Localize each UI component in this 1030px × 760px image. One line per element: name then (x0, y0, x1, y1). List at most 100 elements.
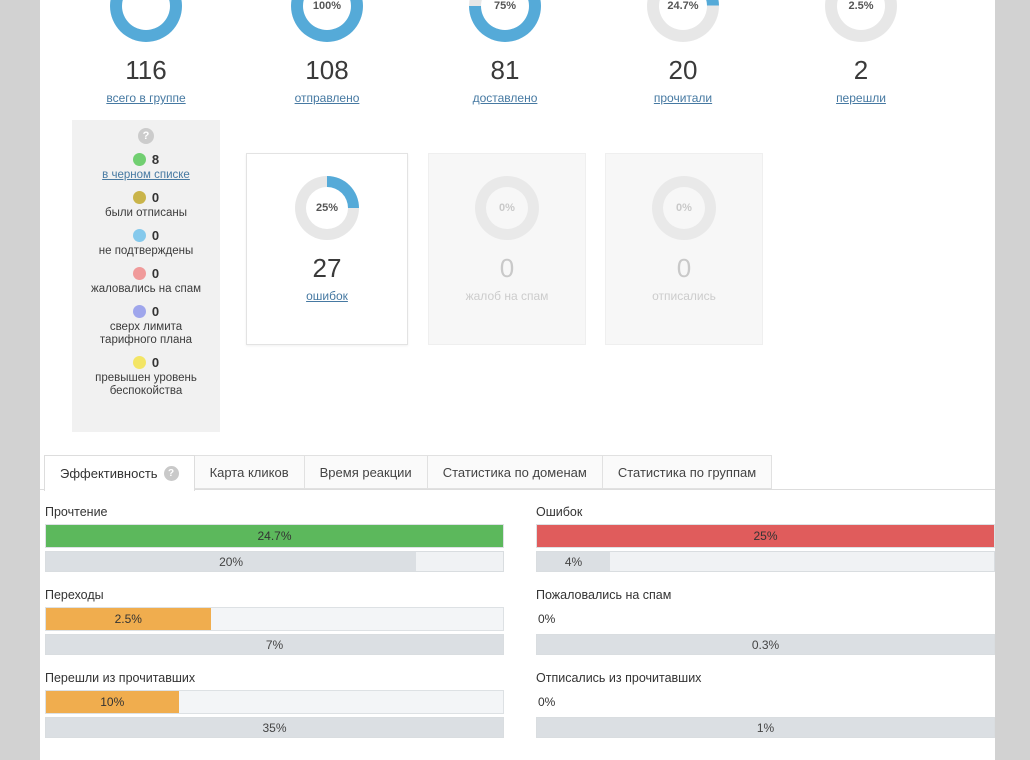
donut-hole: 0% (663, 187, 705, 229)
status-dot (132, 267, 146, 280)
average-bar-label: 1% (756, 720, 775, 735)
tab-click-map[interactable]: Карта кликов (193, 455, 305, 489)
stat-link-delivered[interactable]: доставлено (472, 91, 538, 105)
donut-hole: 24.7% (659, 0, 707, 30)
help-icon[interactable]: ? (138, 128, 154, 144)
stat-value-read: 20 (668, 55, 698, 85)
stat-label-spam: жалоб на спам (465, 289, 549, 303)
group-summary-panel: ? 8 в черном списке 0 были отписаны 0 не… (72, 120, 220, 432)
donut-hole (122, 0, 170, 30)
average-bar-label: 4% (564, 554, 583, 569)
tab-bar: Эффективность ? Карта кликов Время реакц… (40, 455, 995, 491)
stat-value-total: 116 (125, 55, 167, 85)
value-bar-label: 25% (753, 529, 778, 543)
list-item-blacklist: 8 в черном списке (72, 152, 220, 182)
stat-value-sent: 108 (305, 55, 349, 85)
value-bar: 10% (45, 690, 504, 714)
value-bar-label: 24.7% (257, 529, 292, 543)
value-bar-label: 10% (100, 695, 125, 709)
blacklist-link[interactable]: в черном списке (102, 169, 190, 181)
value-bar: 0% (536, 607, 995, 631)
metric-spam-rate: Пожаловались на спам 0% 0.3% (536, 588, 995, 655)
metric-title: Перешли из прочитавших (45, 671, 196, 685)
list-item-anxiety: 0 превышен уровень беспокойства (72, 355, 220, 398)
value-bar: 2.5% (45, 607, 504, 631)
metric-click-from-read: Перешли из прочитавших 10% 35% (45, 671, 504, 738)
tab-effectiveness[interactable]: Эффективность ? (44, 455, 195, 491)
value-bar: 25% (536, 524, 995, 548)
list-item-over-limit: 0 сверх лимита тарифного плана (72, 304, 220, 347)
value-bar-fill: 25% (537, 525, 994, 547)
average-bar: 0.3% (536, 634, 995, 655)
metrics-left-column: Прочтение 24.7% 20% Переходы 2.5% 7% (45, 505, 504, 754)
tab-domain-stats[interactable]: Статистика по доменам (426, 455, 603, 489)
stat-value-delivered: 81 (490, 55, 520, 85)
metric-unsubscribe-from-read: Отписались из прочитавших 0% 1% (536, 671, 995, 738)
donut-percent: 24.7% (667, 0, 699, 12)
status-count: 8 (151, 152, 160, 167)
average-bar-fill: 7% (46, 635, 503, 654)
stat-card-read: 24.7% 20 прочитали (609, 0, 757, 130)
status-count: 0 (151, 190, 160, 205)
average-bar-fill: 4% (537, 552, 611, 571)
tab-label: Статистика по доменам (442, 464, 587, 480)
list-item-spam-complaint: 0 жаловались на спам (72, 266, 220, 296)
donut-read: 24.7% (647, 0, 719, 42)
status-label: сверх лимита тарифного плана (99, 321, 193, 346)
help-icon[interactable]: ? (163, 466, 179, 481)
status-dot (132, 153, 146, 166)
donut-delivered: 75% (469, 0, 541, 42)
tab-label: Статистика по группам (617, 464, 757, 480)
donut-sent: 100% (291, 0, 363, 42)
stat-value-unsubscribed: 0 (676, 253, 692, 283)
metric-click-rate: Переходы 2.5% 7% (45, 588, 504, 655)
value-bar-fill: 10% (46, 691, 179, 713)
donut-hole: 25% (306, 187, 348, 229)
stat-link-read[interactable]: прочитали (653, 91, 713, 105)
average-bar-fill: 0.3% (537, 635, 994, 654)
stat-link-total[interactable]: всего в группе (106, 91, 186, 105)
stat-card-clicked: 2.5% 2 перешли (787, 0, 935, 130)
status-dot (132, 305, 146, 318)
value-bar-fill: 2.5% (46, 608, 211, 630)
value-bar: 24.7% (45, 524, 504, 548)
metric-title: Ошибок (536, 505, 583, 519)
metric-title: Переходы (45, 588, 104, 602)
donut-total (110, 0, 182, 42)
value-bar: 0% (536, 690, 995, 714)
tab-label: Карта кликов (209, 464, 289, 480)
average-bar-fill: 20% (46, 552, 417, 571)
donut-percent: 2.5% (848, 0, 874, 12)
stat-link-sent[interactable]: отправлено (294, 91, 360, 105)
average-bar-label: 35% (262, 720, 287, 735)
effectiveness-panel: Прочтение 24.7% 20% Переходы 2.5% 7% (45, 505, 995, 754)
value-bar-label: 0% (538, 612, 556, 626)
stat-link-errors[interactable]: ошибок (306, 289, 348, 303)
tab-group-stats[interactable]: Статистика по группам (601, 455, 773, 489)
tab-reaction-time[interactable]: Время реакции (303, 455, 428, 489)
metric-read-rate: Прочтение 24.7% 20% (45, 505, 504, 572)
donut-percent: 0% (499, 202, 515, 214)
status-label: превышен уровень беспокойства (95, 372, 197, 397)
average-bar-label: 7% (265, 637, 284, 652)
donut-errors: 25% (295, 176, 359, 240)
metric-title: Пожаловались на спам (536, 588, 672, 602)
donut-spam: 0% (475, 176, 539, 240)
average-bar-label: 0.3% (751, 637, 780, 652)
metrics-right-column: Ошибок 25% 4% Пожаловались на спам 0% 0.… (536, 505, 995, 754)
stat-link-clicked[interactable]: перешли (836, 91, 886, 105)
average-bar-fill: 35% (46, 718, 503, 737)
metric-title: Прочтение (45, 505, 108, 519)
donut-unsubscribed: 0% (652, 176, 716, 240)
stat-card-errors: 25% 27 ошибок (246, 153, 408, 345)
list-item-unconfirmed: 0 не подтверждены (72, 228, 220, 258)
tab-label: Эффективность (60, 466, 158, 481)
donut-clicked: 2.5% (825, 0, 897, 42)
average-bar: 35% (45, 717, 504, 738)
value-bar-label: 2.5% (114, 612, 142, 626)
value-bar-label: 0% (538, 695, 556, 709)
donut-percent: 0% (676, 202, 692, 214)
donut-percent: 75% (493, 0, 517, 12)
value-bar-fill: 24.7% (46, 525, 503, 547)
